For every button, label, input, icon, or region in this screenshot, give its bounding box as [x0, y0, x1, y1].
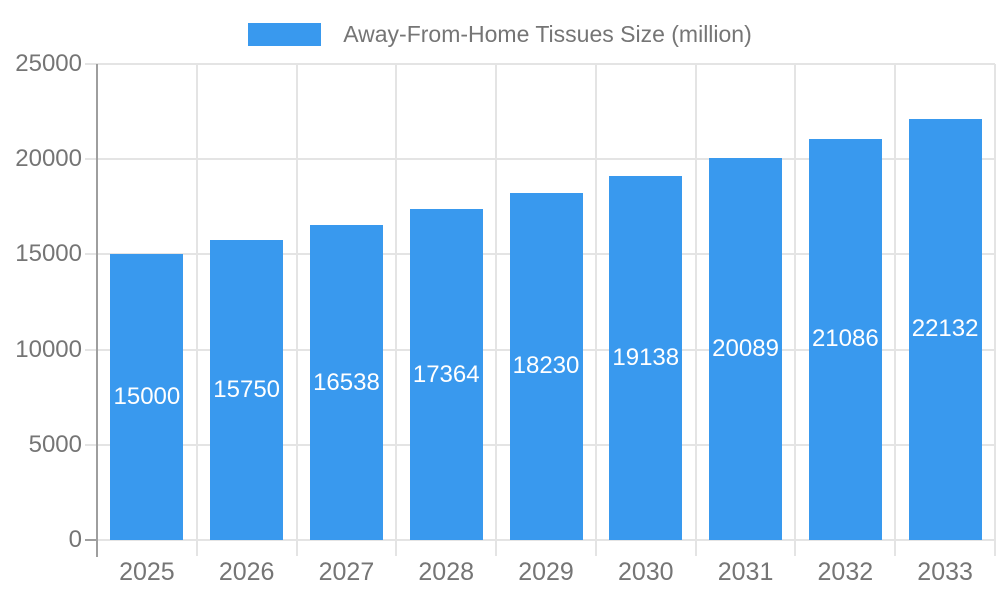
bar-value-label: 21086	[811, 325, 879, 353]
bar-value-label: 19138	[612, 343, 680, 371]
y-axis-tick	[85, 348, 97, 351]
bar[interactable]: 17364	[409, 209, 483, 540]
gridline-vertical	[894, 64, 897, 556]
x-axis-tick-label: 2025	[119, 558, 175, 586]
x-axis-tick-label: 2033	[917, 558, 973, 586]
bar[interactable]: 15000	[110, 254, 184, 540]
y-axis-tick-label: 25000	[15, 50, 82, 77]
gridline-vertical	[295, 64, 298, 556]
x-axis-tick-label: 2026	[218, 558, 275, 586]
y-axis-tick-label: 0	[68, 526, 82, 553]
bar-value-label: 18230	[512, 352, 580, 380]
gridline-vertical	[195, 64, 198, 556]
bar-value-label: 20089	[712, 334, 779, 362]
y-axis-tick	[85, 253, 97, 256]
y-axis-tick	[85, 158, 97, 161]
legend-label: Away-From-Home Tissues Size (million)	[343, 21, 752, 47]
bar[interactable]: 22132	[908, 118, 982, 540]
y-axis-line	[96, 64, 98, 557]
y-axis-tick	[85, 63, 97, 65]
gridline-horizontal	[97, 158, 995, 161]
bar-value-label: 15000	[113, 383, 181, 411]
bar[interactable]: 16538	[309, 225, 383, 540]
legend[interactable]: Away-From-Home Tissues Size (million)	[0, 21, 1000, 47]
y-axis-tick-label: 20000	[15, 145, 82, 173]
x-axis-tick-label: 2030	[617, 558, 674, 586]
x-axis-tick-label: 2027	[318, 558, 375, 586]
gridline-vertical	[594, 64, 597, 556]
bar-value-label: 15750	[213, 376, 281, 404]
y-axis-tick-label: 15000	[15, 240, 82, 268]
gridline-vertical	[694, 64, 697, 556]
gridline-vertical	[994, 64, 996, 556]
y-axis-tick-label: 5000	[28, 430, 82, 458]
x-axis-tick-label: 2028	[418, 558, 475, 586]
x-axis-tick-label: 2031	[717, 558, 774, 586]
bar-value-label: 17364	[412, 360, 480, 388]
gridline-horizontal	[97, 63, 995, 65]
bar[interactable]: 18230	[509, 192, 583, 540]
x-axis-tick-label: 2029	[518, 558, 574, 586]
legend-swatch-icon	[248, 22, 322, 46]
bar-value-label: 16538	[313, 368, 380, 396]
y-axis-tick	[85, 539, 97, 541]
gridline-vertical	[794, 64, 797, 556]
bar[interactable]: 21086	[808, 138, 882, 540]
bar-value-label: 22132	[911, 315, 979, 343]
gridline-vertical	[395, 64, 398, 556]
gridline-vertical	[495, 64, 498, 556]
bar[interactable]: 15750	[210, 240, 284, 540]
x-axis-tick-label: 2032	[817, 558, 874, 586]
y-axis-tick-label: 10000	[15, 335, 82, 363]
y-axis-tick	[85, 443, 97, 446]
bar[interactable]: 19138	[609, 175, 683, 540]
gridline-horizontal	[97, 539, 995, 541]
bar[interactable]: 20089	[709, 157, 783, 540]
